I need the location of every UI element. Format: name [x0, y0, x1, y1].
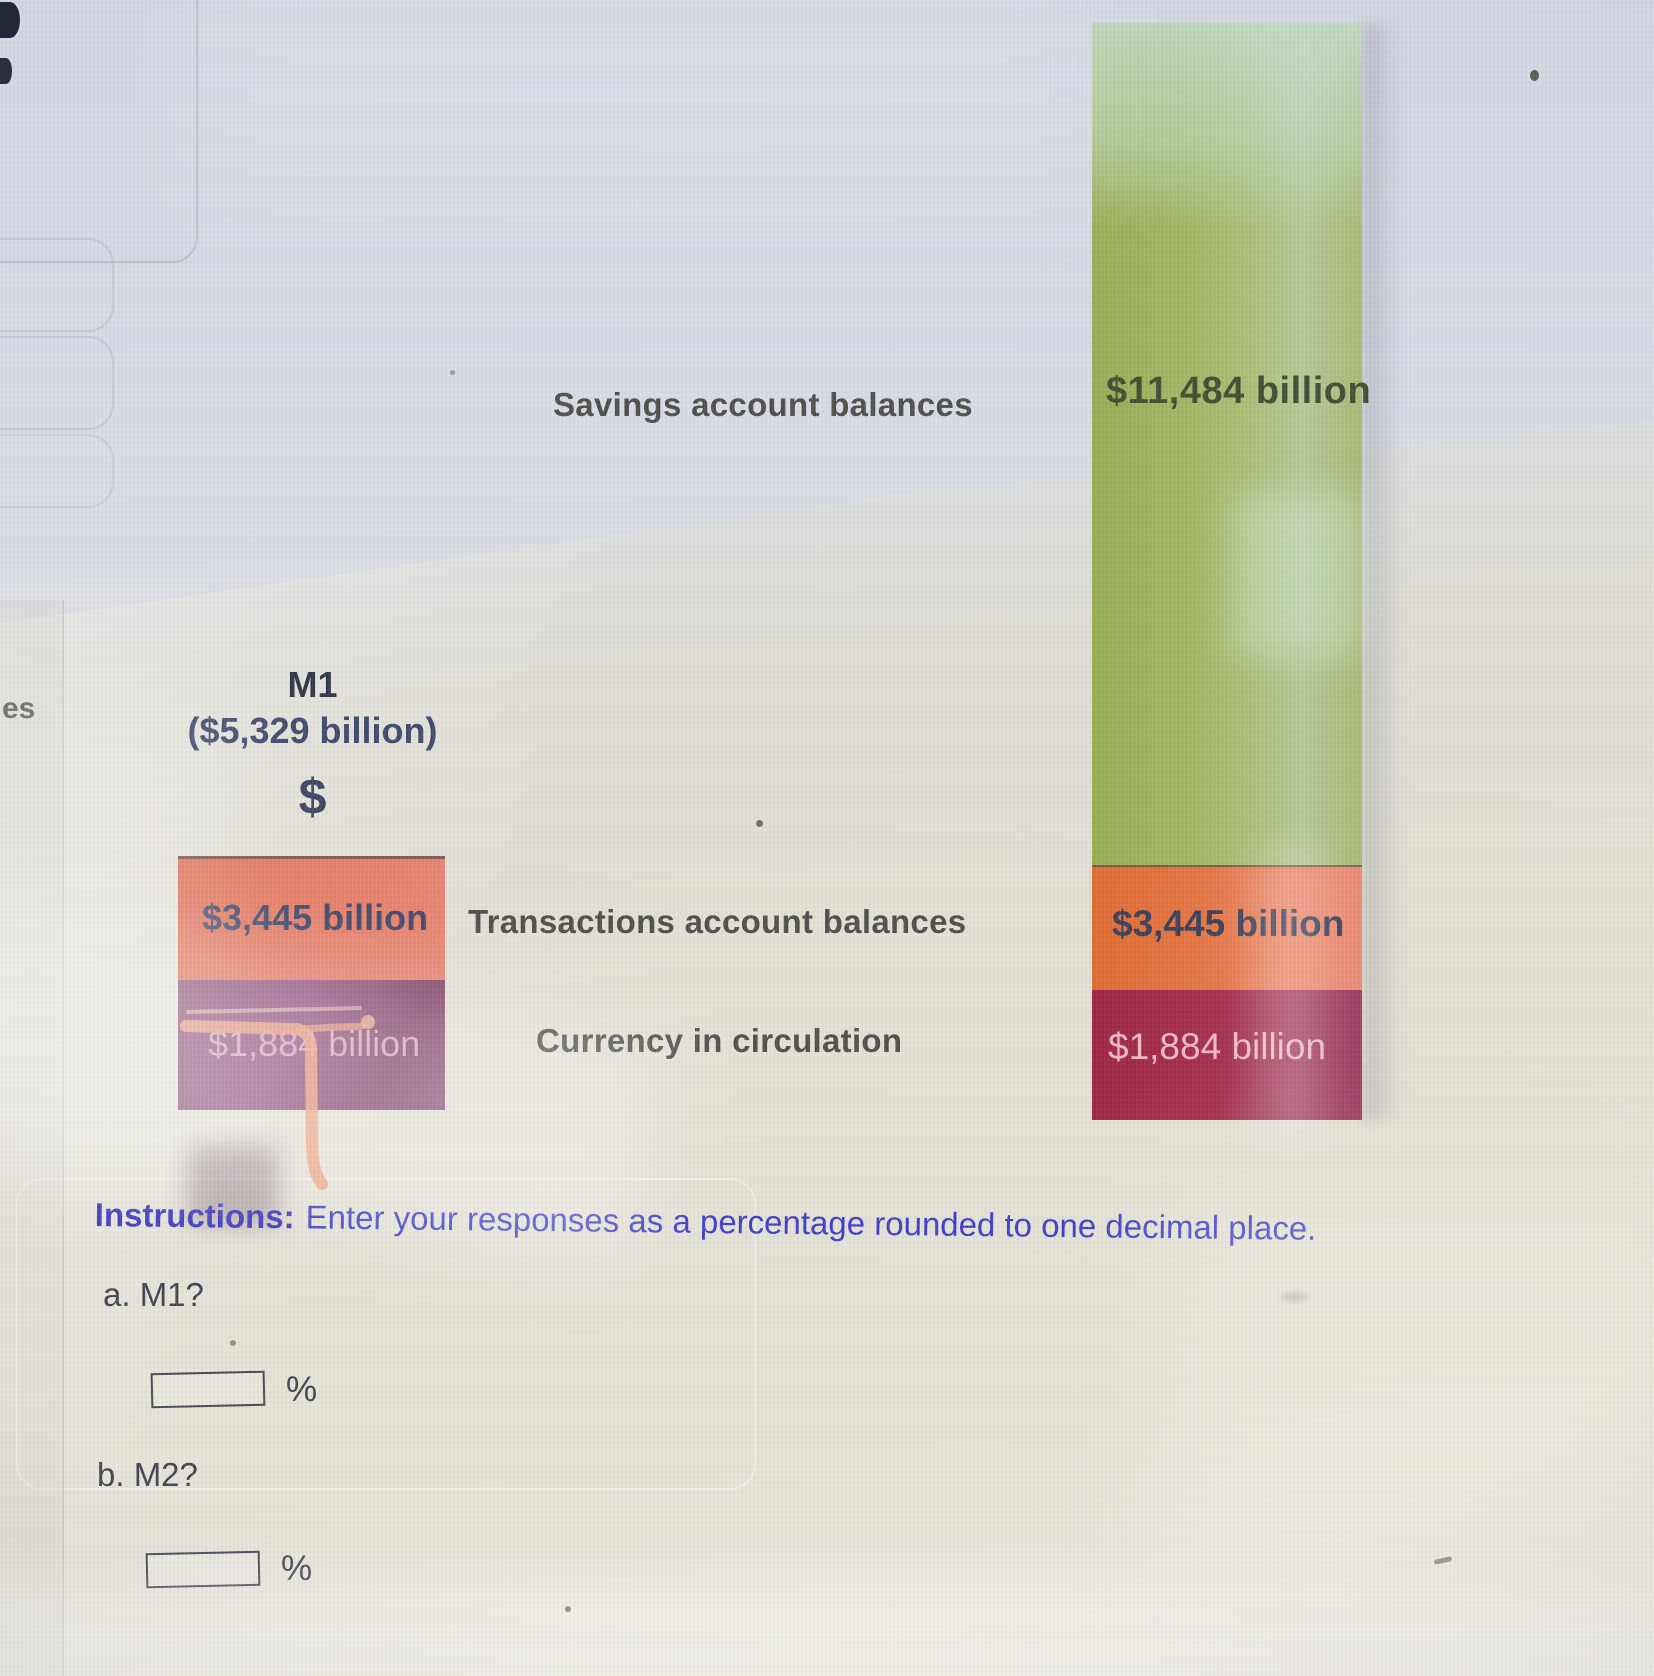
percent-sign-a: %	[286, 1370, 318, 1409]
bar-shadow	[1362, 23, 1410, 1120]
m2-stacked-bar	[1092, 23, 1362, 1120]
ghost-card-outline-left-3	[0, 434, 114, 508]
m2-segment-currency	[1092, 990, 1362, 1120]
question-b-label: b. M2?	[97, 1456, 198, 1493]
dust-speck	[230, 1340, 236, 1346]
m1-currency-value: $1,884 billion	[208, 1023, 421, 1064]
ghost-card-outline-left-2	[0, 336, 114, 430]
m1-percentage-input[interactable]	[150, 1370, 266, 1409]
m2-segment-transactions	[1092, 865, 1362, 990]
left-edge-partial-text: es	[2, 692, 36, 725]
value-currency-in-circulation: $1,884 billion	[1108, 1026, 1327, 1067]
question-a-label: a. M1?	[103, 1276, 204, 1313]
ghost-card-outline-questions	[16, 1178, 756, 1490]
m1-segment-transactions	[178, 856, 445, 980]
value-savings-account-balances: $11,484 billion	[1106, 370, 1372, 412]
dust-speck	[756, 820, 763, 827]
m1-transactions-value: $3,445 billion	[202, 897, 429, 938]
photo-edge-blob	[0, 2, 20, 38]
glare-overlay	[1232, 493, 1362, 658]
ghost-card-outline-topleft	[0, 0, 198, 263]
label-currency-in-circulation: Currency in circulation	[536, 1022, 903, 1059]
left-edge-strip	[0, 600, 64, 1676]
m1-bar-total-label: ($5,329 billion)	[187, 710, 438, 751]
label-transactions-account-balances: Transactions account balances	[468, 903, 967, 940]
label-savings-account-balances: Savings account balances	[553, 386, 973, 423]
value-transactions-account-balances: $3,445 billion	[1112, 903, 1345, 944]
dollar-symbol: $	[298, 769, 327, 825]
m1-bar-title: M1	[287, 664, 338, 705]
dust-speck	[1530, 70, 1539, 81]
dust-speck	[450, 370, 455, 375]
instructions-lead: Instructions:	[94, 1196, 295, 1236]
m2-percentage-input[interactable]	[145, 1550, 261, 1589]
percent-sign-b: %	[281, 1549, 313, 1588]
dust-speck	[1433, 1556, 1453, 1565]
dust-speck	[565, 1606, 571, 1612]
dust-speck	[1280, 1292, 1308, 1302]
glare-overlay	[0, 1590, 1654, 1676]
m1-stacked-bar	[178, 856, 445, 1225]
m2-segment-savings	[1092, 23, 1362, 865]
ghost-card-outline-left-1	[0, 238, 114, 332]
photo-edge-blob	[0, 58, 12, 84]
glare-overlay	[1092, 23, 1362, 228]
